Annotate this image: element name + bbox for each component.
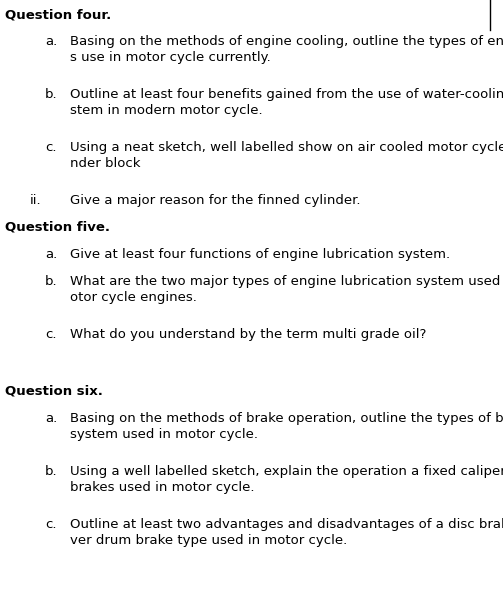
Text: otor cycle engines.: otor cycle engines. [70,291,197,304]
Text: Basing on the methods of brake operation, outline the types of brake: Basing on the methods of brake operation… [70,412,503,425]
Text: b.: b. [45,465,58,478]
Text: c.: c. [45,328,56,341]
Text: Question six.: Question six. [5,385,103,398]
Text: system used in motor cycle.: system used in motor cycle. [70,428,258,441]
Text: ver drum brake type used in motor cycle.: ver drum brake type used in motor cycle. [70,534,347,547]
Text: Using a neat sketch, well labelled show on air cooled motor cycle cyli: Using a neat sketch, well labelled show … [70,141,503,154]
Text: Question four.: Question four. [5,8,111,21]
Text: b.: b. [45,88,58,101]
Text: s use in motor cycle currently.: s use in motor cycle currently. [70,51,271,64]
Text: Question five.: Question five. [5,221,110,234]
Text: Basing on the methods of engine cooling, outline the types of engine: Basing on the methods of engine cooling,… [70,35,503,48]
Text: Give at least four functions of engine lubrication system.: Give at least four functions of engine l… [70,248,450,261]
Text: c.: c. [45,518,56,531]
Text: What do you understand by the term multi grade oil?: What do you understand by the term multi… [70,328,427,341]
Text: ii.: ii. [30,194,42,207]
Text: What are the two major types of engine lubrication system used in m: What are the two major types of engine l… [70,275,503,288]
Text: brakes used in motor cycle.: brakes used in motor cycle. [70,481,255,494]
Text: Outline at least four benefits gained from the use of water-cooling sy: Outline at least four benefits gained fr… [70,88,503,101]
Text: stem in modern motor cycle.: stem in modern motor cycle. [70,104,263,117]
Text: a.: a. [45,412,57,425]
Text: Outline at least two advantages and disadvantages of a disc brake o: Outline at least two advantages and disa… [70,518,503,531]
Text: a.: a. [45,248,57,261]
Text: b.: b. [45,275,58,288]
Text: Give a major reason for the finned cylinder.: Give a major reason for the finned cylin… [70,194,361,207]
Text: a.: a. [45,35,57,48]
Text: Using a well labelled sketch, explain the operation a fixed caliper disc: Using a well labelled sketch, explain th… [70,465,503,478]
Text: nder block: nder block [70,157,140,170]
Text: c.: c. [45,141,56,154]
